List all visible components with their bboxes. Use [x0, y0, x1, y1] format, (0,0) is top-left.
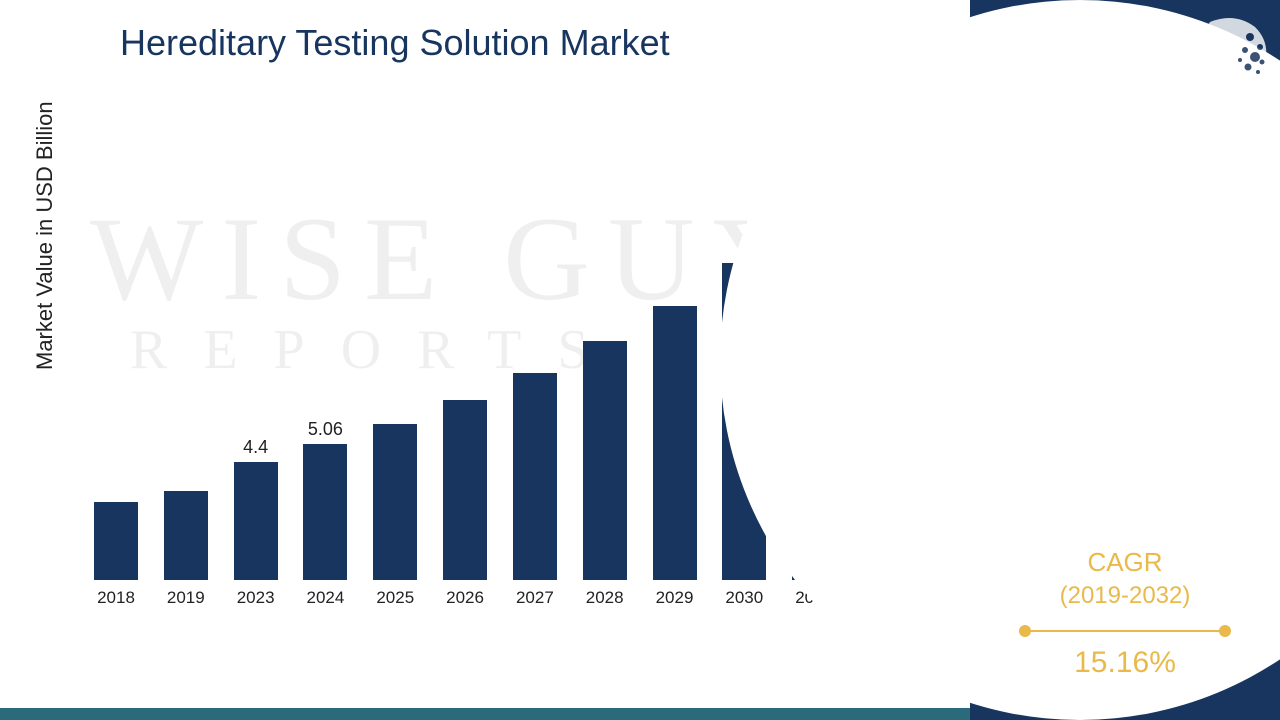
brand-logo: WISE GUY REPORTS — [976, 20, 1170, 69]
bar-value-label: 5.06 — [308, 419, 343, 440]
bar-slot — [649, 306, 701, 580]
brand-head-icon — [1190, 12, 1280, 112]
x-tick-label: 2026 — [439, 588, 491, 608]
bar — [234, 462, 278, 580]
bar-slot — [160, 491, 212, 580]
bar-slot: 5.06 — [299, 444, 351, 580]
bar — [513, 373, 557, 580]
bar-slot — [90, 502, 142, 580]
brand-main-text: WISE GUY — [976, 20, 1170, 54]
bar-value-label: 4.4 — [243, 437, 268, 458]
x-tick-label: 2019 — [160, 588, 212, 608]
bar-slot — [439, 400, 491, 580]
x-tick-label: 2025 — [369, 588, 421, 608]
y-axis-label: Market Value in USD Billion — [32, 101, 58, 370]
bar — [443, 400, 487, 580]
chart-title: Hereditary Testing Solution Market — [120, 22, 670, 64]
side-panel: WISE GUY REPORTS CAGR (2019-2032) 15.16% — [970, 0, 1280, 720]
cagr-block: CAGR (2019-2032) 15.16% — [1000, 547, 1250, 680]
cagr-divider — [1025, 630, 1225, 632]
bar — [373, 424, 417, 580]
bar-slot: 4.4 — [230, 462, 282, 580]
x-axis-labels: 2018 2019 2023 2024 2025 2026 2027 2028 2029 2030… — [90, 588, 910, 608]
x-tick-label: 2029 — [649, 588, 701, 608]
x-tick-label: 2027 — [509, 588, 561, 608]
x-tick-label: 2024 — [299, 588, 351, 608]
bar — [164, 491, 208, 580]
bar-slot — [579, 341, 631, 580]
x-tick-label: 2030 — [718, 588, 770, 608]
x-tick-label: 2018 — [90, 588, 142, 608]
bar — [303, 444, 347, 580]
bar-slot — [369, 424, 421, 580]
cagr-title: CAGR — [1000, 547, 1250, 578]
bar — [583, 341, 627, 580]
footer-accent-bar — [0, 708, 970, 720]
x-tick-label: 2023 — [230, 588, 282, 608]
bar — [94, 502, 138, 580]
bar-slot — [509, 373, 561, 580]
cagr-period: (2019-2032) — [1000, 582, 1250, 610]
cagr-value: 15.16% — [1000, 646, 1250, 680]
brand-sub-text: REPORTS — [976, 52, 1170, 69]
bar — [653, 306, 697, 580]
x-tick-label: 2028 — [579, 588, 631, 608]
